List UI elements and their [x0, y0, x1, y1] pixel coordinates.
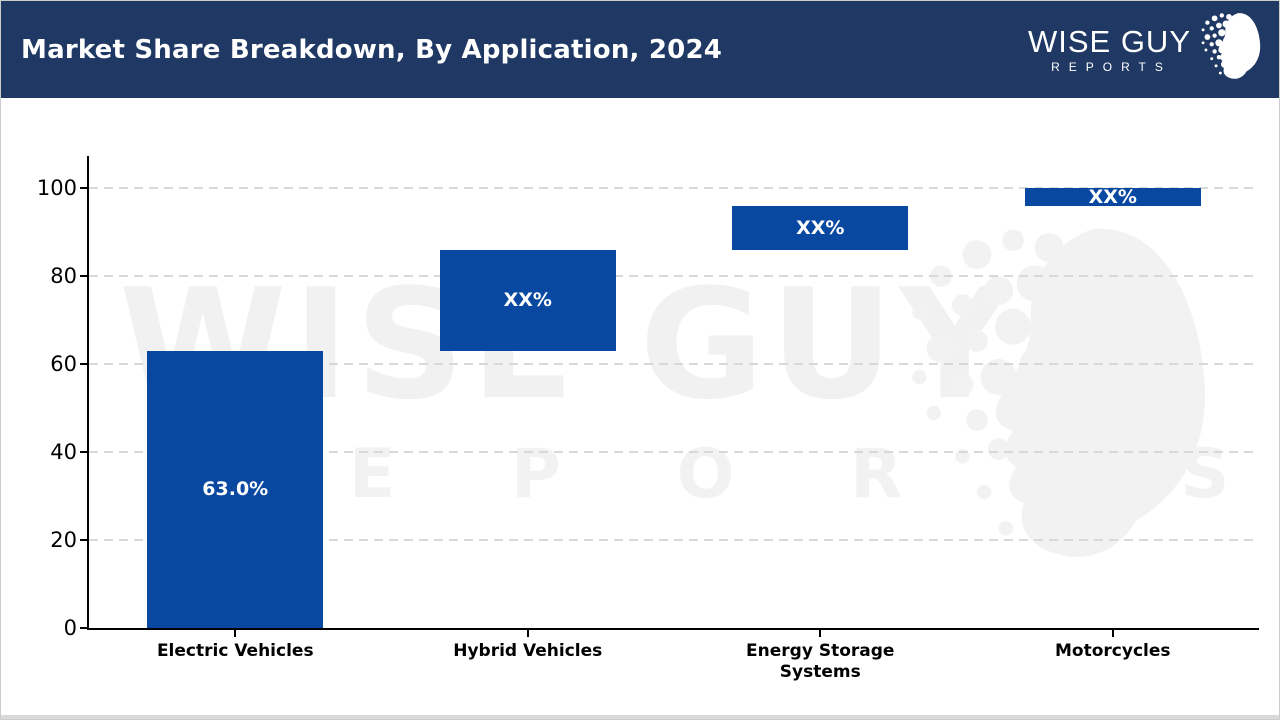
y-axis-tick-label: 20	[50, 528, 77, 552]
bar-segment: XX%	[732, 205, 909, 250]
bar-segment: 63.0%	[147, 350, 324, 628]
x-axis-category-label: Electric Vehicles	[156, 641, 314, 661]
y-tick-mark	[80, 451, 89, 453]
x-axis-line	[87, 628, 1259, 630]
wiseguy-logo: WISE GUY REPORTS	[1028, 10, 1265, 90]
x-tick-mark	[1111, 630, 1114, 637]
y-tick-mark	[80, 539, 89, 541]
watermark-head-icon	[912, 228, 1206, 557]
y-axis-line	[87, 156, 89, 630]
gridline	[89, 363, 1259, 365]
bar-value-label: XX%	[796, 216, 845, 239]
bar-value-label: 63.0%	[202, 478, 269, 501]
gridline	[89, 539, 1259, 541]
y-tick-mark	[80, 363, 89, 365]
wiseguy-logo-text: WISE GUY REPORTS	[1028, 26, 1191, 73]
footer-strip	[1, 715, 1279, 719]
y-axis-tick-label: 60	[50, 352, 77, 376]
page-title: Market Share Breakdown, By Application, …	[21, 34, 723, 65]
y-tick-mark	[80, 627, 89, 629]
gridline	[89, 187, 1259, 189]
x-tick-mark	[819, 630, 822, 637]
y-tick-mark	[80, 187, 89, 189]
logo-wordmark: WISE GUY	[1027, 24, 1191, 59]
header-bar: Market Share Breakdown, By Application, …	[1, 1, 1279, 98]
x-tick-mark	[234, 630, 237, 637]
x-axis-category-label: Hybrid Vehicles	[453, 641, 603, 661]
x-axis-category-label: Motorcycles	[1055, 641, 1171, 661]
x-tick-mark	[526, 630, 529, 637]
y-axis-tick-label: 100	[36, 176, 77, 200]
bar-value-label: XX%	[503, 289, 552, 312]
y-tick-mark	[80, 275, 89, 277]
gridline	[89, 275, 1259, 277]
y-axis-tick-label: 80	[50, 264, 77, 288]
wiseguy-head-icon	[1201, 12, 1261, 79]
bar-value-label: XX%	[1088, 185, 1137, 208]
gridline	[89, 451, 1259, 453]
x-axis-category-label: Energy Storage Systems	[746, 641, 895, 682]
bar-segment: XX%	[1024, 185, 1201, 208]
logo-subtitle: REPORTS	[1051, 60, 1172, 74]
y-axis-tick-label: 0	[63, 616, 77, 640]
bar-segment: XX%	[439, 249, 616, 351]
y-axis-tick-label: 40	[50, 440, 77, 464]
